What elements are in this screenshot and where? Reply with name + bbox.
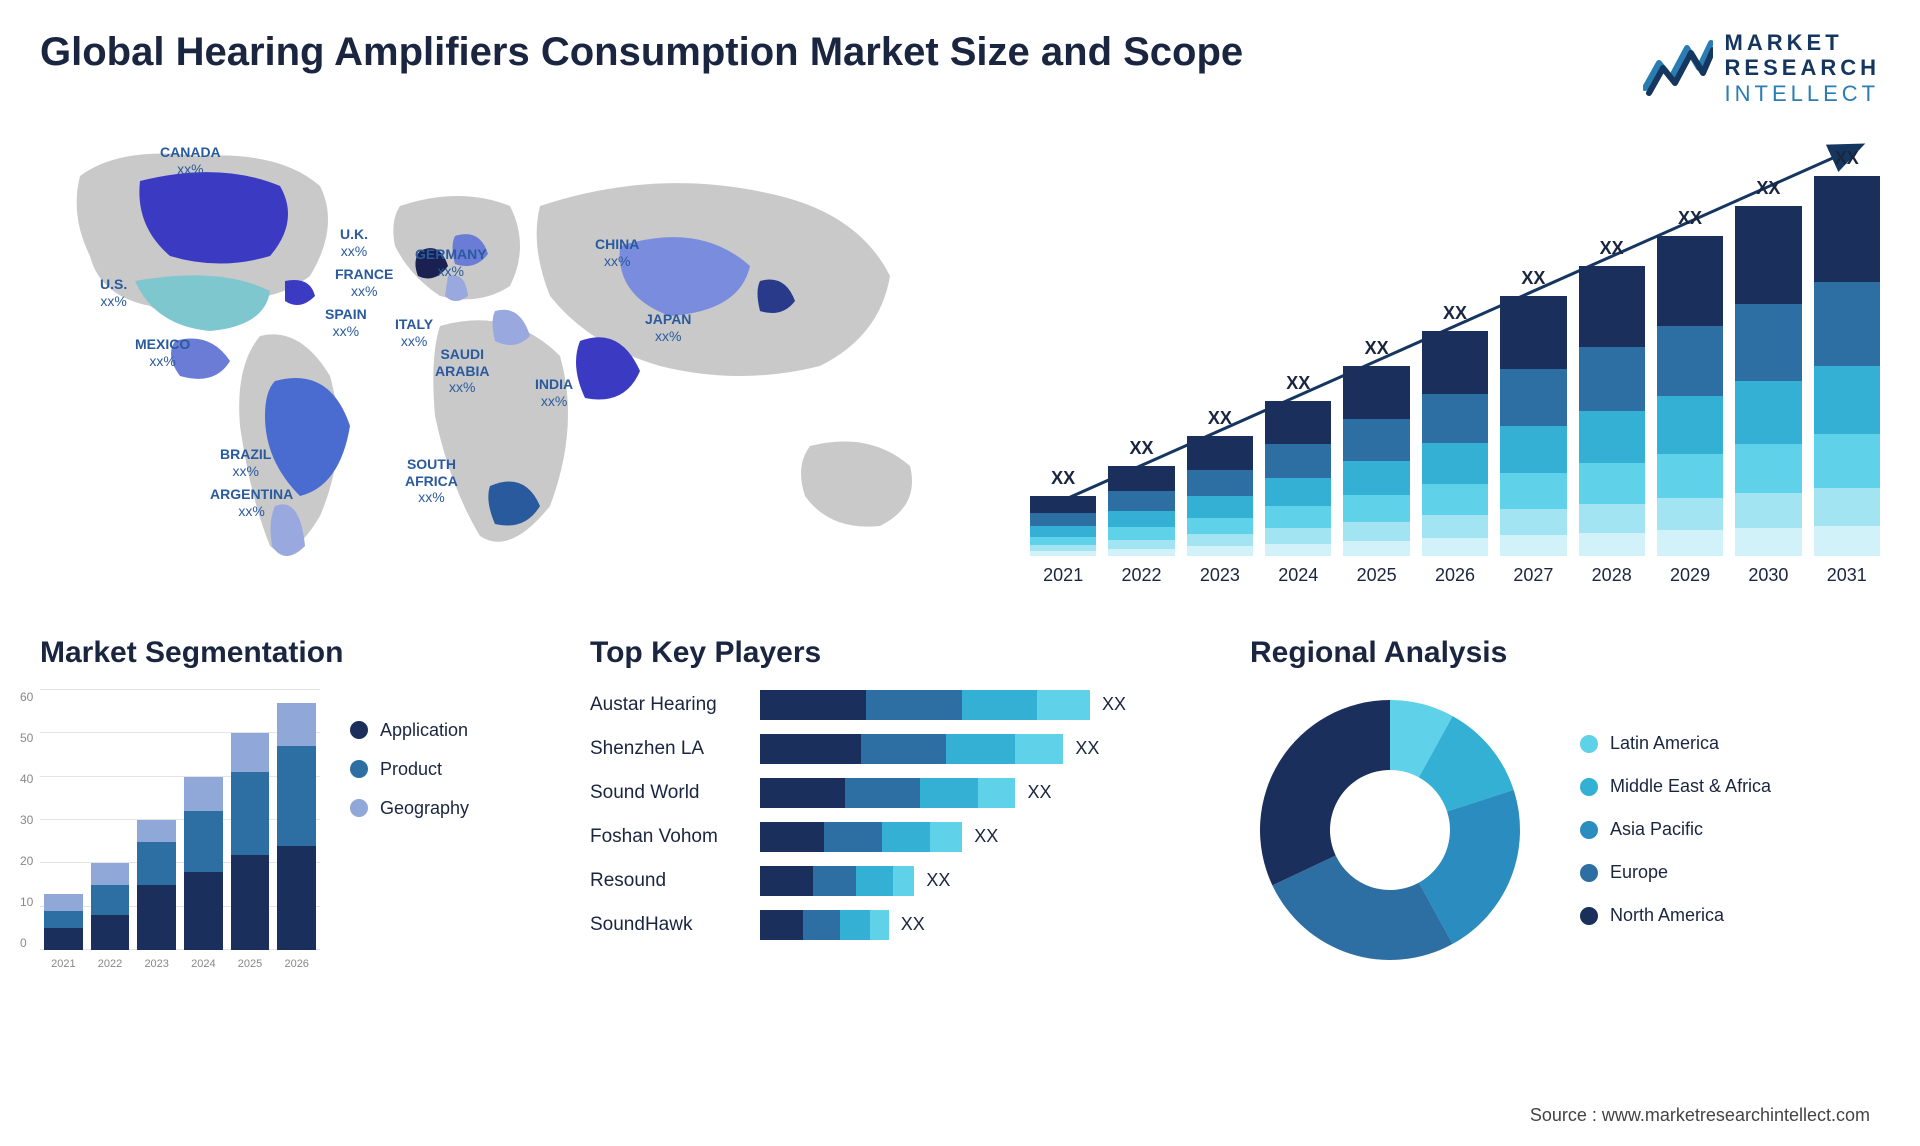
main-bar-column: XX — [1030, 496, 1096, 556]
seg-bar-column — [44, 894, 83, 950]
main-x-label: 2027 — [1500, 565, 1566, 586]
regional-donut-chart — [1250, 690, 1530, 970]
logo-icon — [1643, 38, 1713, 98]
seg-bar-column — [137, 820, 176, 950]
seg-bar-column — [184, 777, 223, 950]
map-label: INDIAxx% — [535, 376, 573, 410]
legend-item: Geography — [350, 798, 469, 819]
logo-line1: MARKET — [1725, 30, 1880, 55]
player-name: Resound — [590, 870, 760, 892]
legend-item: North America — [1580, 905, 1771, 926]
legend-item: Asia Pacific — [1580, 819, 1771, 840]
regional-legend: Latin America Middle East & Africa Asia Pa… — [1580, 733, 1771, 926]
main-x-label: 2028 — [1579, 565, 1645, 586]
seg-bar-column — [277, 703, 316, 950]
map-label: GERMANYxx% — [415, 246, 487, 280]
main-bar-column: XX — [1735, 206, 1801, 556]
legend-item: Europe — [1580, 862, 1771, 883]
players-panel: Top Key Players Austar HearingXX Shenzhen… — [590, 636, 1200, 970]
segmentation-title: Market Segmentation — [40, 636, 540, 670]
main-x-label: 2022 — [1108, 565, 1174, 586]
player-row: Shenzhen LAXX — [590, 734, 1200, 764]
main-bar-column: XX — [1187, 436, 1253, 556]
map-label: MEXICOxx% — [135, 336, 190, 370]
brand-logo: MARKET RESEARCH INTELLECT — [1643, 30, 1880, 106]
main-x-label: 2030 — [1735, 565, 1801, 586]
main-bar-column: XX — [1343, 366, 1409, 556]
map-label: ITALYxx% — [395, 316, 433, 350]
player-name: SoundHawk — [590, 914, 760, 936]
map-label: SAUDIARABIAxx% — [435, 346, 489, 396]
main-x-label: 2029 — [1657, 565, 1723, 586]
world-map: CANADAxx% U.S.xx% MEXICOxx% BRAZILxx% ARGENT… — [40, 126, 990, 586]
main-bar-column: XX — [1422, 331, 1488, 556]
legend-item: Application — [350, 720, 469, 741]
source-attribution: Source : www.marketresearchintellect.com — [1530, 1105, 1870, 1126]
main-bar-column: XX — [1265, 401, 1331, 556]
regional-title: Regional Analysis — [1250, 636, 1880, 670]
segmentation-chart: 0102030405060 202120222023202420252026 — [40, 690, 320, 970]
main-x-label: 2025 — [1343, 565, 1409, 586]
logo-line2: RESEARCH — [1725, 55, 1880, 80]
logo-line3: INTELLECT — [1725, 81, 1880, 106]
main-x-label: 2026 — [1422, 565, 1488, 586]
main-bar-column: XX — [1579, 266, 1645, 556]
legend-item: Product — [350, 759, 469, 780]
seg-bar-column — [231, 733, 270, 950]
seg-bar-column — [91, 863, 130, 950]
map-label: CANADAxx% — [160, 144, 221, 178]
player-name: Foshan Vohom — [590, 826, 760, 848]
map-label: SOUTHAFRICAxx% — [405, 456, 458, 506]
player-row: SoundHawkXX — [590, 910, 1200, 940]
main-x-label: 2031 — [1814, 565, 1880, 586]
map-label: CHINAxx% — [595, 236, 639, 270]
segmentation-panel: Market Segmentation 0102030405060 202120… — [40, 636, 540, 970]
main-x-label: 2023 — [1187, 565, 1253, 586]
player-name: Sound World — [590, 782, 760, 804]
map-label: SPAINxx% — [325, 306, 367, 340]
page-title: Global Hearing Amplifiers Consumption Ma… — [40, 30, 1243, 75]
player-name: Shenzhen LA — [590, 738, 760, 760]
legend-item: Middle East & Africa — [1580, 776, 1771, 797]
main-bar-chart: XXXXXXXXXXXXXXXXXXXXXX 20212022202320242… — [1030, 126, 1880, 586]
main-bar-column: XX — [1814, 176, 1880, 556]
main-bar-column: XX — [1500, 296, 1566, 556]
player-row: Sound WorldXX — [590, 778, 1200, 808]
player-row: Austar HearingXX — [590, 690, 1200, 720]
map-label: U.K.xx% — [340, 226, 368, 260]
segmentation-legend: Application Product Geography — [350, 720, 469, 970]
map-label: FRANCExx% — [335, 266, 393, 300]
player-row: Foshan VohomXX — [590, 822, 1200, 852]
map-label: JAPANxx% — [645, 311, 691, 345]
main-bar-column: XX — [1657, 236, 1723, 556]
map-label: U.S.xx% — [100, 276, 127, 310]
map-label: ARGENTINAxx% — [210, 486, 293, 520]
legend-item: Latin America — [1580, 733, 1771, 754]
main-x-label: 2024 — [1265, 565, 1331, 586]
player-row: ResoundXX — [590, 866, 1200, 896]
donut-slice — [1260, 700, 1390, 885]
regional-panel: Regional Analysis Latin America Middle Ea… — [1250, 636, 1880, 970]
main-bar-column: XX — [1108, 466, 1174, 556]
main-x-label: 2021 — [1030, 565, 1096, 586]
map-label: BRAZILxx% — [220, 446, 271, 480]
players-title: Top Key Players — [590, 636, 1200, 670]
player-name: Austar Hearing — [590, 694, 760, 716]
